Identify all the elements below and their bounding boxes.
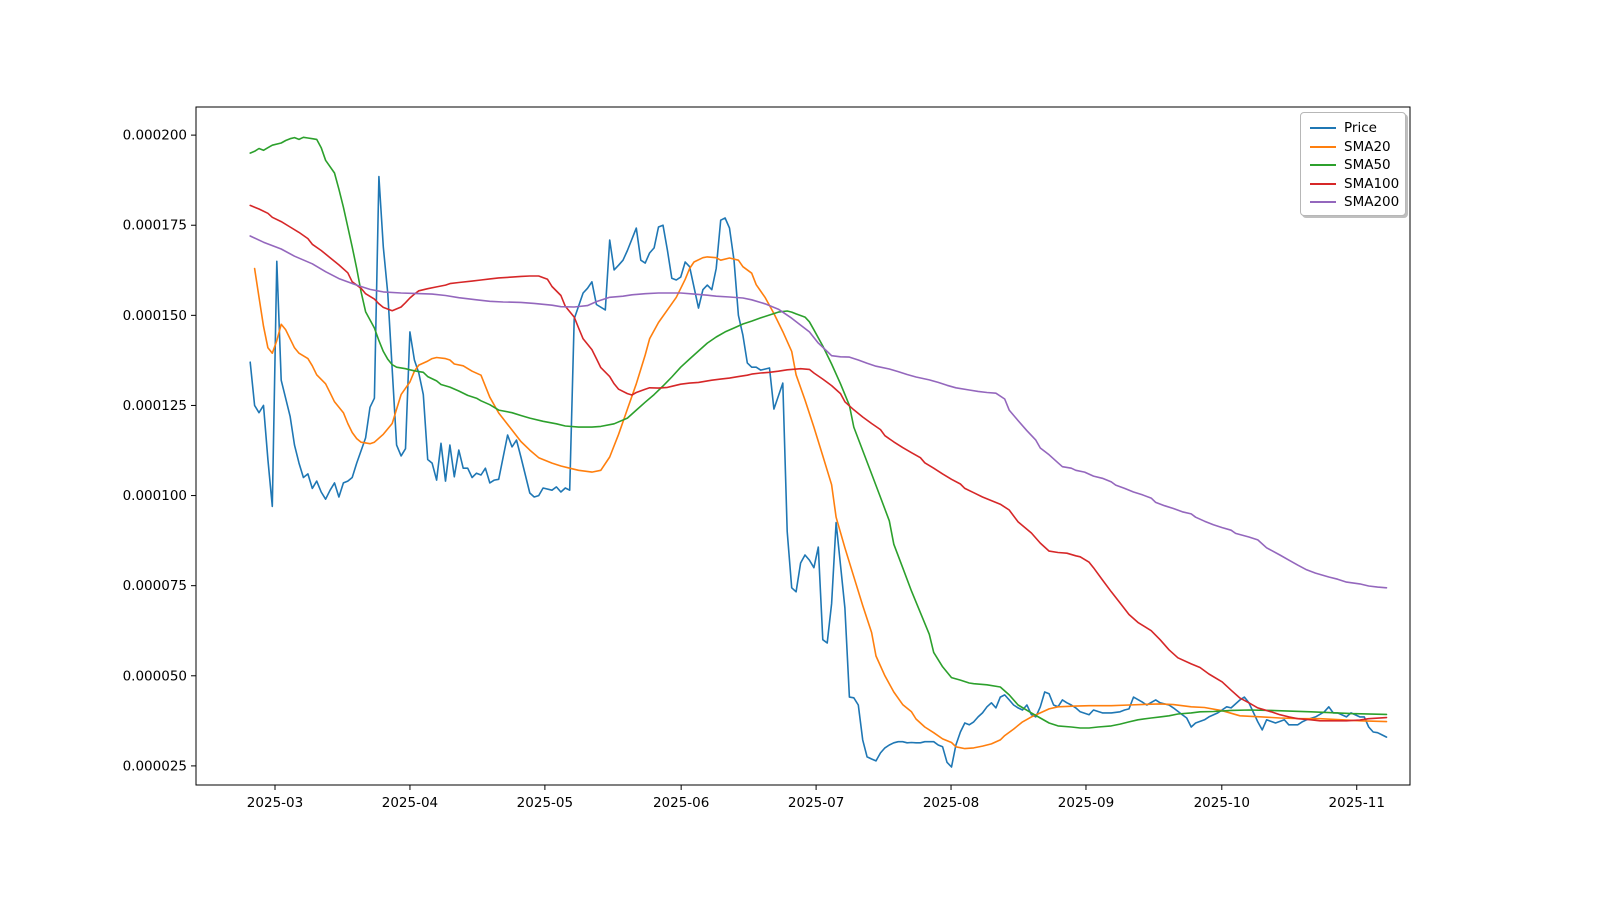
x-tick-label: 2025-10 — [1194, 795, 1250, 811]
price-line-swatch — [1310, 127, 1336, 130]
y-tick-label: 0.000150 — [123, 308, 187, 324]
sma200-line-swatch — [1310, 201, 1336, 204]
y-tick-label: 0.000025 — [123, 758, 187, 774]
legend-item-sma50: SMA50 — [1310, 156, 1397, 175]
x-tick-label: 2025-05 — [517, 795, 573, 811]
sma100-line-swatch — [1310, 182, 1336, 185]
legend: Price SMA20 SMA50 SMA100 SMA200 — [1300, 112, 1406, 216]
series-line-sma100 — [249, 204, 1388, 722]
series-line-sma20 — [253, 256, 1388, 750]
legend-item-sma200: SMA200 — [1310, 193, 1400, 212]
x-tick-label: 2025-09 — [1058, 795, 1114, 811]
sma50-line-swatch — [1310, 164, 1336, 167]
x-tick-label: 2025-11 — [1329, 795, 1385, 811]
x-tick-label: 2025-03 — [247, 795, 303, 811]
series-line-sma50 — [249, 136, 1388, 729]
x-tick-label: 2025-04 — [382, 795, 438, 811]
y-tick-label: 0.000125 — [123, 398, 187, 414]
y-tick-label: 0.000050 — [123, 668, 187, 684]
sma20-line-swatch — [1310, 145, 1336, 148]
legend-label-sma20: SMA20 — [1344, 138, 1391, 155]
x-tick-label: 2025-08 — [923, 795, 979, 811]
legend-label-sma100: SMA100 — [1344, 175, 1400, 192]
x-tick-label: 2025-07 — [788, 795, 844, 811]
legend-label-sma50: SMA50 — [1344, 157, 1391, 174]
y-tick-label: 0.000075 — [123, 578, 187, 594]
series-line-price — [249, 175, 1388, 768]
legend-label-sma200: SMA200 — [1344, 194, 1400, 211]
axes-frame — [195, 106, 1411, 786]
y-tick-label: 0.000100 — [123, 488, 187, 504]
legend-label-price: Price — [1344, 120, 1377, 137]
series-line-sma200 — [249, 235, 1388, 589]
legend-item-sma20: SMA20 — [1310, 138, 1397, 157]
y-tick-label: 0.000175 — [123, 218, 187, 234]
legend-item-sma100: SMA100 — [1310, 175, 1400, 194]
legend-item-price: Price — [1310, 119, 1397, 138]
x-tick-label: 2025-06 — [653, 795, 709, 811]
y-tick-label: 0.000200 — [123, 128, 187, 144]
